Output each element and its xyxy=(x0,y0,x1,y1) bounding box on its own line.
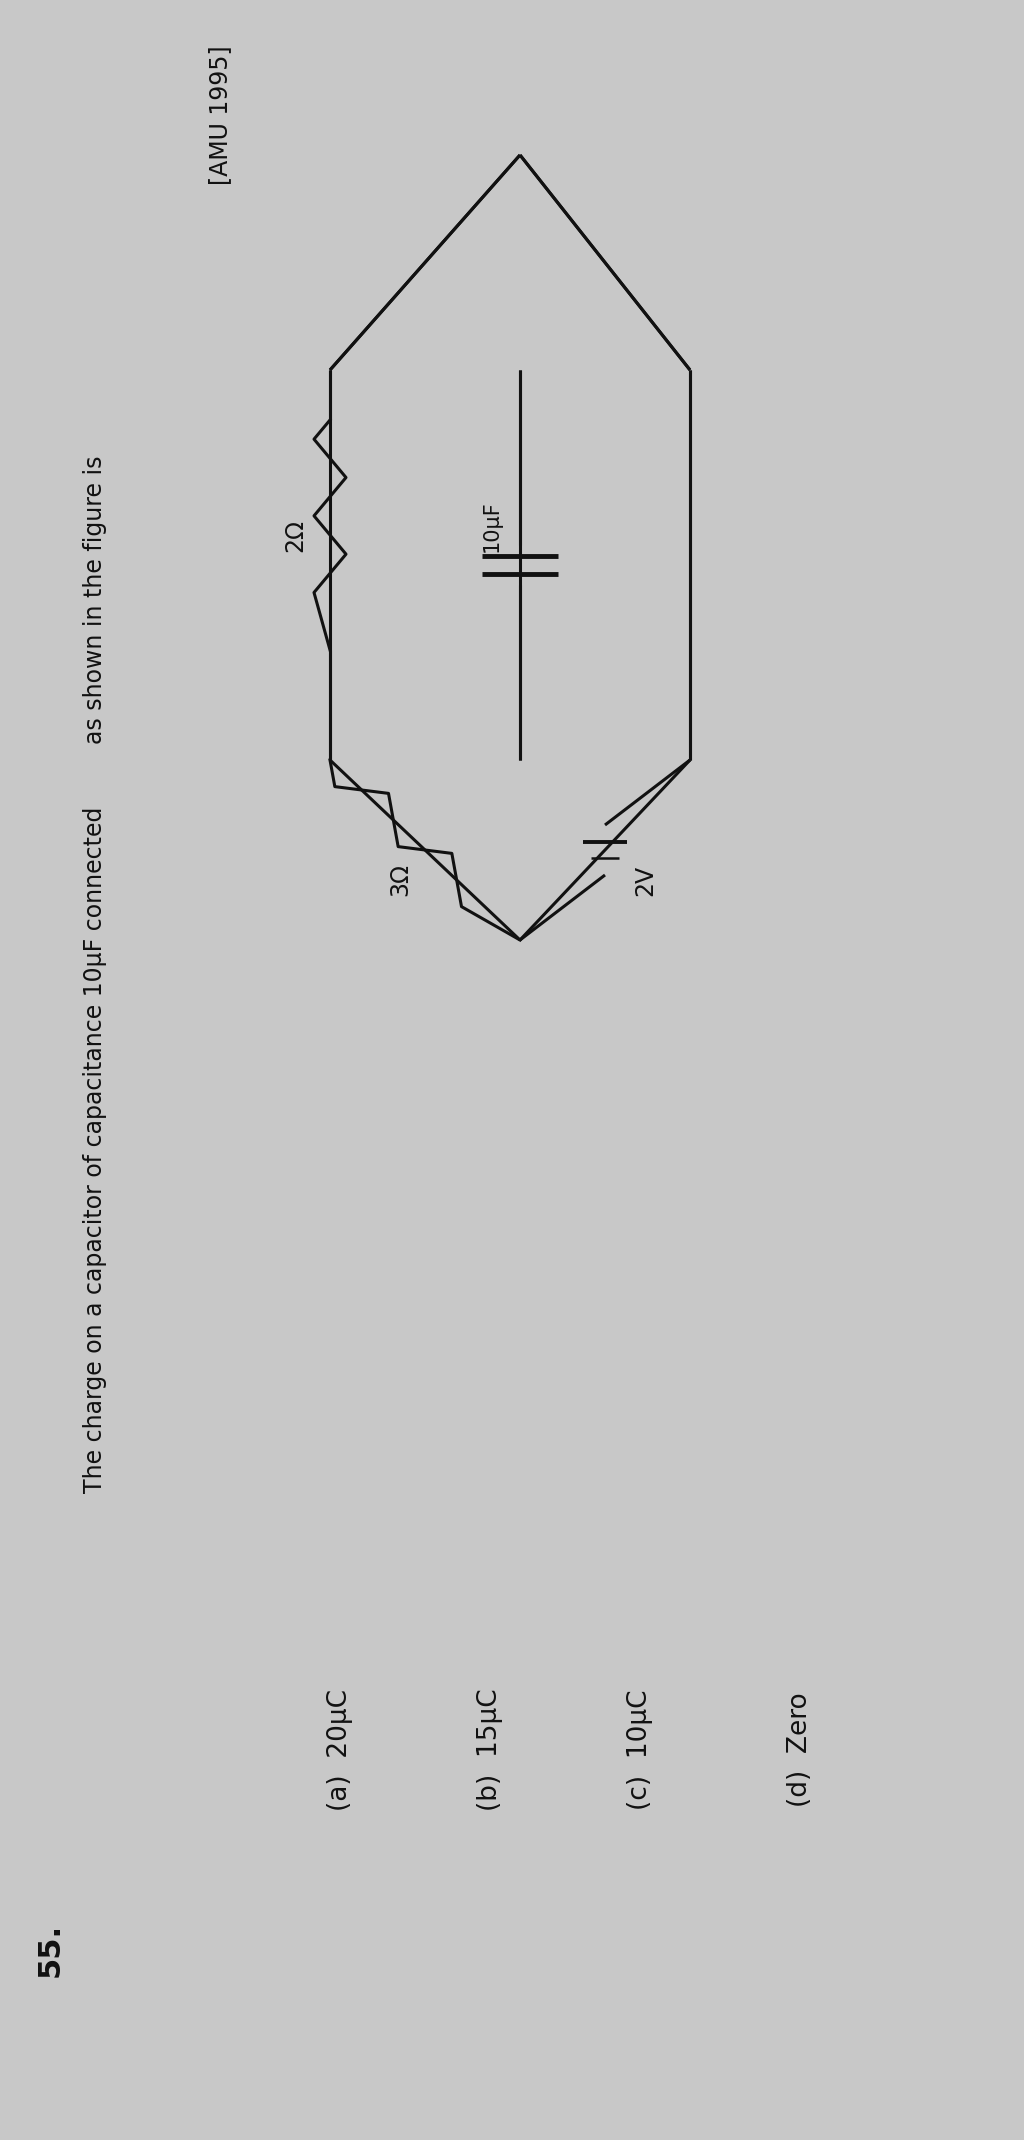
Text: as shown in the figure is: as shown in the figure is xyxy=(83,456,106,745)
Text: (d)  Zero: (d) Zero xyxy=(787,1693,813,1808)
Text: (a)  20μC: (a) 20μC xyxy=(327,1688,353,1810)
Text: (c)  10μC: (c) 10μC xyxy=(627,1691,653,1810)
Text: 10μF: 10μF xyxy=(482,501,502,552)
Text: 2Ω: 2Ω xyxy=(283,518,307,552)
Text: 3Ω: 3Ω xyxy=(388,865,412,897)
Text: [AMU 1995]: [AMU 1995] xyxy=(208,45,232,184)
Text: 2V: 2V xyxy=(633,865,657,895)
Text: (b)  15μC: (b) 15μC xyxy=(477,1688,503,1810)
Text: 55.: 55. xyxy=(36,1924,65,1977)
Text: The charge on a capacitor of capacitance 10μF connected: The charge on a capacitor of capacitance… xyxy=(83,807,106,1494)
